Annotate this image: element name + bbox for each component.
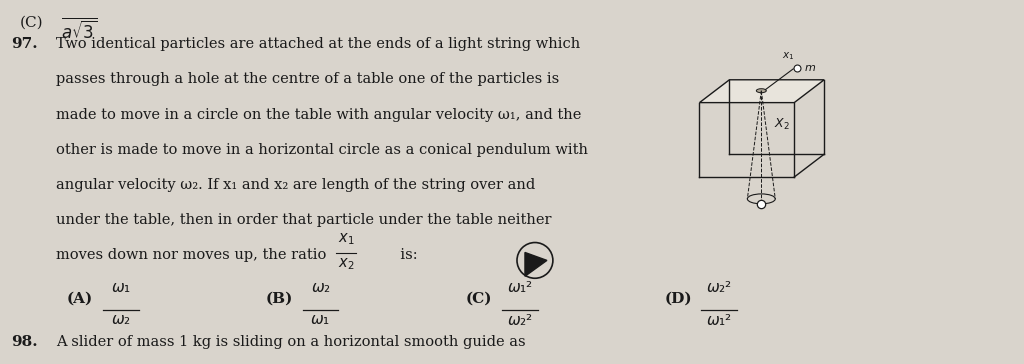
Text: $ω₁$: $ω₁$ <box>310 313 331 327</box>
Text: made to move in a circle on the table with angular velocity ω₁, and the: made to move in a circle on the table wi… <box>56 108 582 122</box>
Text: $\dfrac{\quad}{a\sqrt{3}}$: $\dfrac{\quad}{a\sqrt{3}}$ <box>61 13 98 41</box>
Text: Two identical particles are attached at the ends of a light string which: Two identical particles are attached at … <box>56 37 581 51</box>
Text: moves down nor moves up, the ratio                is:: moves down nor moves up, the ratio is: <box>56 249 418 262</box>
Text: under the table, then in order that particle under the table neither: under the table, then in order that part… <box>56 213 552 227</box>
Text: angular velocity ω₂. If x₁ and x₂ are length of the string over and: angular velocity ω₂. If x₁ and x₂ are le… <box>56 178 536 192</box>
Text: 97.: 97. <box>11 37 38 51</box>
Text: $m$: $m$ <box>804 63 816 73</box>
Text: $X_2$: $X_2$ <box>774 117 790 132</box>
Text: (D): (D) <box>665 292 692 306</box>
Text: (B): (B) <box>265 292 293 306</box>
Polygon shape <box>525 253 547 276</box>
Text: $ω₂$: $ω₂$ <box>111 313 131 327</box>
Text: $ω₂²$: $ω₂²$ <box>707 280 732 295</box>
Text: $x_2$: $x_2$ <box>338 256 354 272</box>
Text: $ω₁²$: $ω₁²$ <box>507 280 534 295</box>
Ellipse shape <box>757 89 766 93</box>
Text: $x_1$: $x_1$ <box>782 50 795 62</box>
Text: $ω₁²$: $ω₁²$ <box>707 313 732 328</box>
Text: other is made to move in a horizontal circle as a conical pendulum with: other is made to move in a horizontal ci… <box>56 143 588 157</box>
Text: A slider of mass 1 kg is sliding on a horizontal smooth guide as: A slider of mass 1 kg is sliding on a ho… <box>56 335 526 349</box>
Text: $ω₁$: $ω₁$ <box>111 281 131 295</box>
Text: $ω₂²$: $ω₂²$ <box>507 313 534 328</box>
Text: $x_1$: $x_1$ <box>338 232 354 248</box>
Polygon shape <box>699 80 824 103</box>
Text: $ω₂$: $ω₂$ <box>310 281 331 295</box>
Text: 98.: 98. <box>11 335 38 349</box>
Text: (C): (C) <box>19 15 43 29</box>
Text: passes through a hole at the centre of a table one of the particles is: passes through a hole at the centre of a… <box>56 72 559 86</box>
Text: (C): (C) <box>465 292 492 306</box>
Text: (A): (A) <box>67 292 92 306</box>
